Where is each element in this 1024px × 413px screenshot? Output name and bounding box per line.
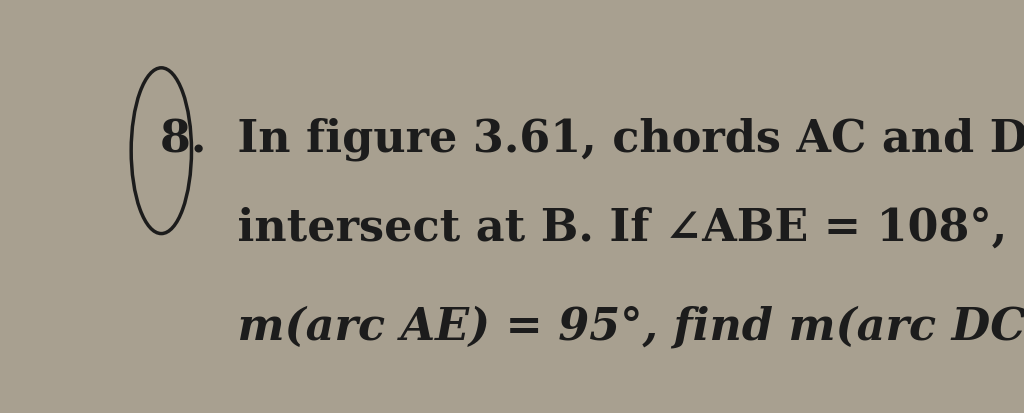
Text: 8.  In figure 3.61, chords AC and DE: 8. In figure 3.61, chords AC and DE — [160, 117, 1024, 160]
Text: m(arc AE) = 95°, find m(arc DC).: m(arc AE) = 95°, find m(arc DC). — [160, 305, 1024, 348]
Text: intersect at B. If ∠ABE = 108°,: intersect at B. If ∠ABE = 108°, — [160, 206, 1007, 249]
